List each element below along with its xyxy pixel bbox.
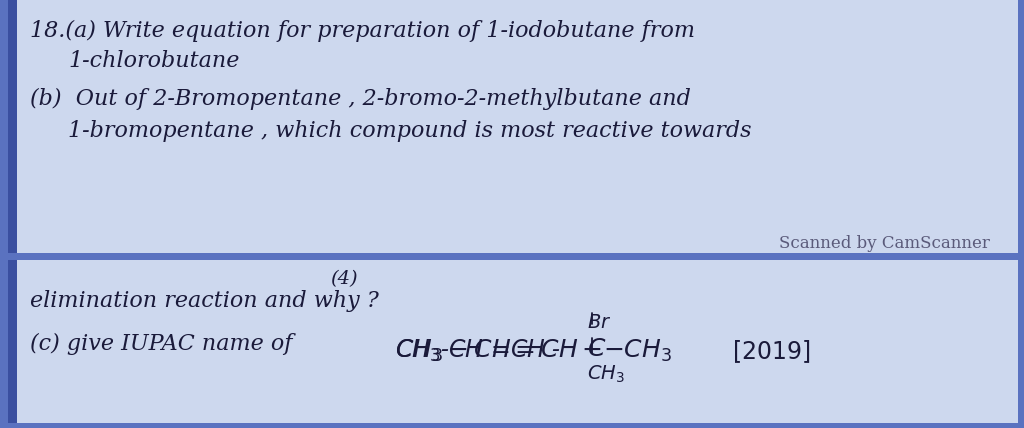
- Text: $\it{Br}$: $\it{Br}$: [587, 314, 611, 332]
- Text: (b)  Out of 2-Bromopentane , 2-bromo-2-methylbutane and: (b) Out of 2-Bromopentane , 2-bromo-2-me…: [30, 88, 691, 110]
- Text: $\mathit{CH_3}$-$\mathit{CH}$ =$\mathit{CH}$ -: $\mathit{CH_3}$-$\mathit{CH}$ =$\mathit{…: [395, 338, 561, 364]
- Polygon shape: [8, 0, 1018, 253]
- Text: $\it{CH_3-CH=CH-}$: $\it{CH_3-CH=CH-}$: [395, 338, 602, 364]
- Text: 18.(a) Write equation for preparation of 1-iodobutane from: 18.(a) Write equation for preparation of…: [30, 20, 695, 42]
- Text: $\it{-CH_3}$: $\it{-CH_3}$: [603, 338, 672, 364]
- Polygon shape: [8, 260, 17, 423]
- Text: 1-bromopentane , which compound is most reactive towards: 1-bromopentane , which compound is most …: [68, 120, 752, 142]
- Text: elimination reaction and why ?: elimination reaction and why ?: [30, 290, 379, 312]
- Polygon shape: [8, 0, 17, 253]
- Text: (c) give IUPAC name of: (c) give IUPAC name of: [30, 333, 293, 355]
- Text: 1-chlorobutane: 1-chlorobutane: [68, 50, 240, 72]
- Polygon shape: [8, 260, 1018, 423]
- Text: $\it{CH_3}$: $\it{CH_3}$: [587, 364, 625, 385]
- Text: $\it{C}$: $\it{C}$: [587, 338, 606, 361]
- Text: Scanned by CamScanner: Scanned by CamScanner: [779, 235, 990, 252]
- Text: $[2019]$: $[2019]$: [732, 338, 810, 365]
- Text: (4): (4): [330, 270, 357, 288]
